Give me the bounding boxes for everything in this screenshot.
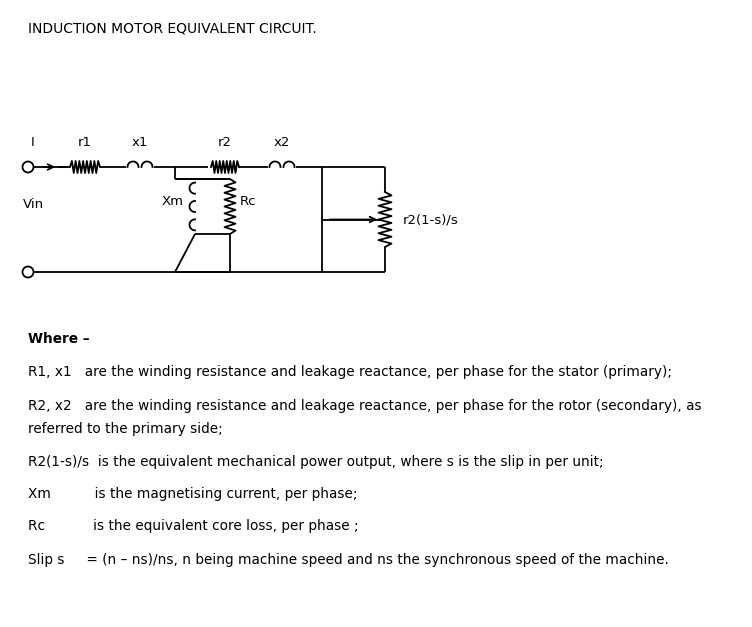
Text: Xm          is the magnetising current, per phase;: Xm is the magnetising current, per phase…	[28, 487, 357, 501]
Text: Vin: Vin	[23, 198, 44, 211]
Text: x1: x1	[132, 136, 148, 149]
Text: r1: r1	[78, 136, 92, 149]
Text: R2(1-s)/s  is the equivalent mechanical power output, where s is the slip in per: R2(1-s)/s is the equivalent mechanical p…	[28, 455, 604, 469]
Text: INDUCTION MOTOR EQUIVALENT CIRCUIT.: INDUCTION MOTOR EQUIVALENT CIRCUIT.	[28, 22, 317, 36]
Text: R1, x1   are the winding resistance and leakage reactance, per phase for the sta: R1, x1 are the winding resistance and le…	[28, 365, 672, 379]
Text: R2, x2   are the winding resistance and leakage reactance, per phase for the rot: R2, x2 are the winding resistance and le…	[28, 399, 702, 413]
Text: I: I	[31, 136, 35, 149]
Text: r2: r2	[218, 136, 232, 149]
Text: Rc           is the equivalent core loss, per phase ;: Rc is the equivalent core loss, per phas…	[28, 519, 359, 533]
Text: referred to the primary side;: referred to the primary side;	[28, 422, 223, 436]
Text: x2: x2	[274, 136, 290, 149]
Text: Slip s     = (n – ns)/ns, n being machine speed and ns the synchronous speed of : Slip s = (n – ns)/ns, n being machine sp…	[28, 553, 669, 567]
Text: Rc: Rc	[240, 195, 256, 208]
Text: Xm: Xm	[162, 195, 184, 208]
Text: Where –: Where –	[28, 332, 89, 346]
Text: r2(1-s)/s: r2(1-s)/s	[403, 213, 459, 226]
